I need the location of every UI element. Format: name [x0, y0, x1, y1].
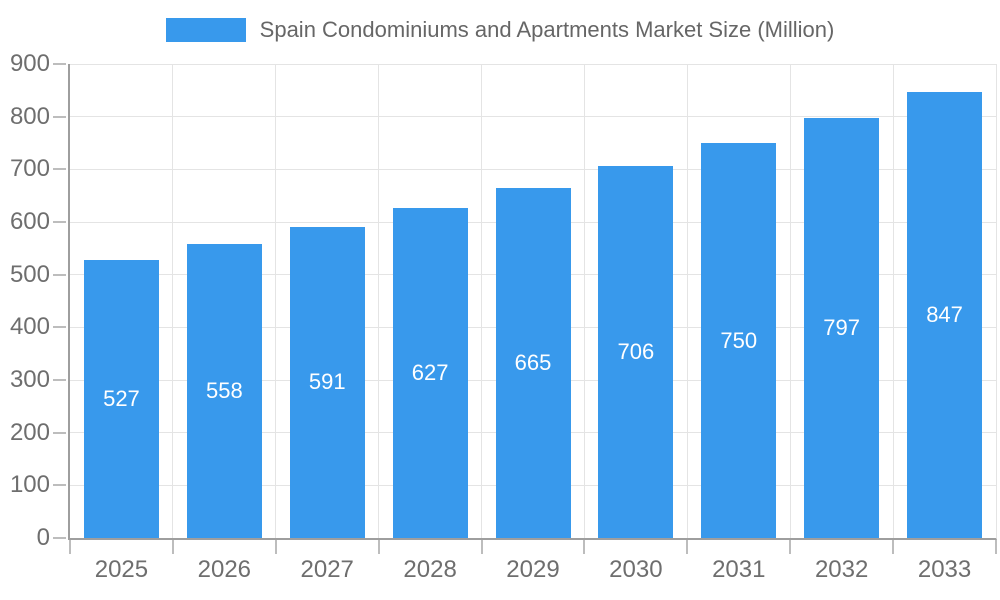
- y-axis-tick-mark: [53, 537, 66, 539]
- x-axis-tick-label: 2025: [94, 556, 149, 583]
- gridline: [789, 64, 791, 538]
- bar[interactable]: 706: [598, 166, 674, 538]
- bar-value-label: 706: [617, 339, 655, 365]
- gridline: [583, 64, 585, 538]
- y-axis-tick-label: 400: [9, 313, 50, 341]
- bar[interactable]: 797: [804, 118, 880, 538]
- bar[interactable]: 665: [495, 187, 571, 538]
- x-axis-tick-label: 2026: [197, 556, 252, 583]
- gridline: [686, 64, 688, 538]
- bar-value-label: 558: [205, 378, 243, 404]
- y-axis-tick-mark: [53, 326, 66, 329]
- x-axis-tick-mark: [274, 540, 277, 554]
- y-axis-tick-mark: [53, 484, 66, 487]
- x-axis-tick-mark: [171, 540, 174, 554]
- x-axis-tick-mark: [995, 540, 997, 554]
- gridline: [378, 64, 380, 538]
- bar-value-label: 627: [411, 359, 449, 385]
- y-axis-tick-mark: [53, 431, 66, 434]
- bar[interactable]: 558: [186, 244, 262, 538]
- bar-value-label: 665: [514, 349, 552, 375]
- bar[interactable]: 627: [392, 207, 468, 538]
- x-axis-tick-mark: [892, 540, 895, 554]
- bar-value-label: 527: [103, 386, 140, 412]
- gridline: [70, 168, 996, 170]
- y-axis-tick-mark: [53, 168, 66, 171]
- bar-value-label: 847: [926, 301, 963, 327]
- gridline: [70, 116, 996, 118]
- bar[interactable]: 750: [701, 143, 777, 538]
- x-axis-tick-mark: [69, 540, 71, 554]
- x-axis-tick-label: 2027: [300, 556, 354, 583]
- x-axis-tick-label: 2030: [609, 556, 663, 583]
- y-axis-tick-label: 500: [9, 260, 50, 288]
- y-axis-tick-mark: [53, 379, 66, 381]
- legend-label: Spain Condominiums and Apartments Market…: [259, 17, 835, 42]
- gridline: [892, 64, 894, 538]
- legend: Spain Condominiums and Apartments Market…: [0, 16, 1000, 44]
- y-axis-tick-mark: [53, 221, 66, 223]
- x-axis-tick-mark: [480, 540, 483, 554]
- x-axis-tick-label: 2029: [506, 556, 560, 583]
- x-axis-tick-label: 2032: [814, 556, 869, 583]
- x-axis-tick-label: 2028: [403, 556, 457, 583]
- y-axis-tick-label: 200: [9, 418, 50, 446]
- x-axis-tick-label: 2033: [917, 556, 972, 583]
- legend-item[interactable]: Spain Condominiums and Apartments Market…: [165, 16, 835, 44]
- y-axis-tick-mark: [53, 63, 66, 65]
- gridline: [172, 64, 174, 538]
- bar[interactable]: 591: [289, 226, 365, 538]
- bar-value-label: 797: [823, 315, 861, 341]
- y-axis-tick-label: 300: [9, 366, 50, 393]
- y-axis-tick-label: 100: [9, 471, 50, 499]
- gridline: [481, 64, 483, 538]
- y-axis-tick-label: 800: [9, 102, 50, 130]
- plot-area: 527 558 591 627 665 706 750 797 847: [68, 63, 997, 540]
- y-axis-tick-label: 0: [36, 524, 50, 551]
- x-axis-tick-mark: [583, 540, 586, 554]
- y-axis-tick-label: 900: [9, 50, 50, 77]
- bar-value-label: 591: [308, 369, 346, 395]
- gridline: [70, 63, 996, 65]
- y-axis-tick-mark: [53, 115, 66, 118]
- y-axis-tick-label: 700: [9, 155, 50, 183]
- x-axis-tick-mark: [686, 540, 689, 554]
- x-axis-tick-label: 2031: [712, 556, 766, 583]
- x-axis-tick-mark: [377, 540, 380, 554]
- gridline: [275, 64, 277, 538]
- legend-swatch: [165, 18, 246, 42]
- bar[interactable]: 527: [83, 260, 159, 538]
- y-axis-tick-mark: [53, 273, 66, 276]
- bar-value-label: 750: [720, 327, 758, 353]
- x-axis-tick-mark: [789, 540, 792, 554]
- y-axis-tick-label: 600: [9, 208, 50, 235]
- bar[interactable]: 847: [907, 91, 983, 538]
